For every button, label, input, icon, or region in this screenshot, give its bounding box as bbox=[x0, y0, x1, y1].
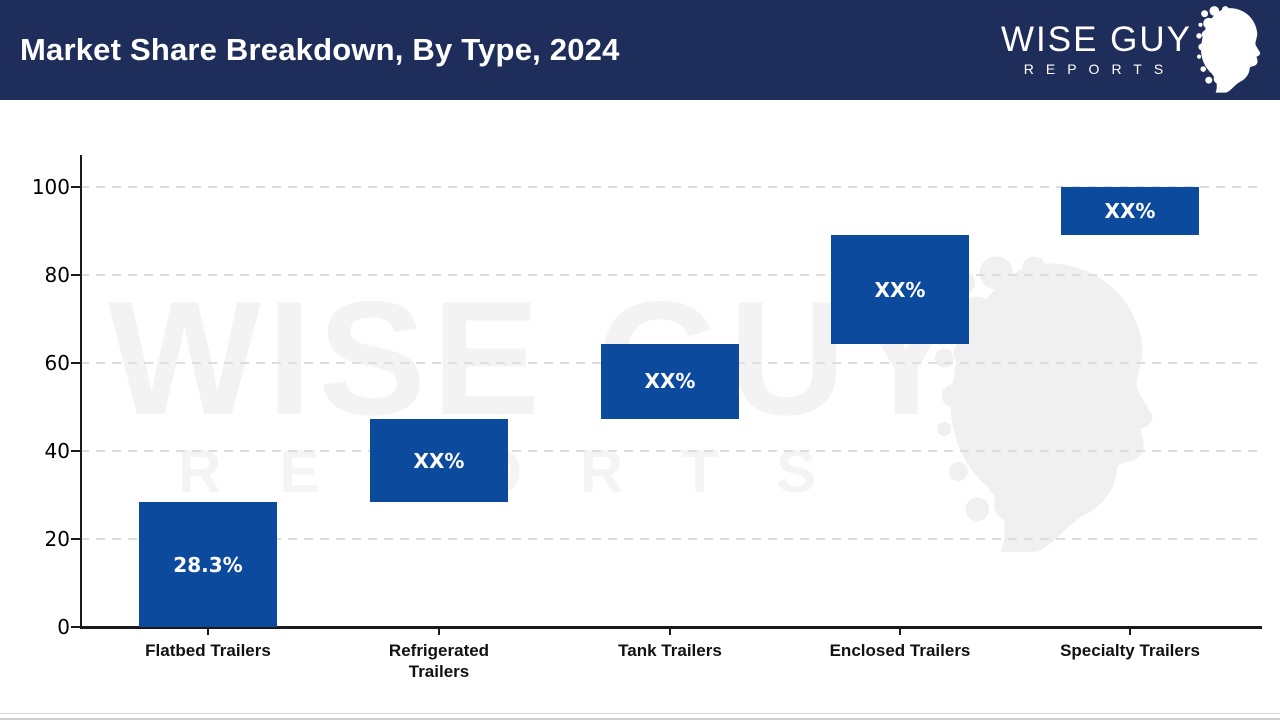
brand-head-icon bbox=[1196, 6, 1261, 93]
brand-logo-text: WISE GUY REPORTS bbox=[1001, 22, 1192, 77]
page-title: Market Share Breakdown, By Type, 2024 bbox=[20, 32, 620, 67]
x-axis-tick bbox=[1129, 629, 1131, 635]
bar-specialty-trailers: XX% bbox=[1061, 187, 1199, 235]
bar-value-label: XX% bbox=[644, 369, 696, 394]
bar-enclosed-trailers: XX% bbox=[831, 234, 969, 345]
y-tick-label: 100 bbox=[31, 175, 70, 199]
brand-subname: REPORTS bbox=[1023, 60, 1176, 77]
y-axis-line bbox=[80, 155, 82, 629]
brand-logo: WISE GUY REPORTS bbox=[1001, 4, 1272, 94]
chart-area: WISE GUY REPORTS 0 20 40 60 80 100 28.3% Flatbe… bbox=[0, 100, 1280, 713]
bottom-edge-line bbox=[0, 718, 1280, 720]
category-label: Tank Trailers bbox=[618, 641, 722, 660]
bar-value-label: XX% bbox=[413, 448, 465, 473]
category-label: Refrigerated Trailers bbox=[388, 641, 490, 682]
y-tick-label: 20 bbox=[44, 527, 70, 551]
y-axis-tick bbox=[71, 186, 80, 188]
x-axis-tick bbox=[899, 629, 901, 635]
category-label: Flatbed Trailers bbox=[145, 641, 271, 660]
gridline bbox=[80, 450, 1262, 452]
watermark-head-icon bbox=[934, 256, 1153, 552]
bar-value-label: 28.3% bbox=[173, 552, 243, 577]
bar-value-label: XX% bbox=[1104, 198, 1156, 223]
x-axis-tick bbox=[669, 629, 671, 635]
brand-name: WISE GUY bbox=[1000, 19, 1192, 59]
bar-flatbed-trailers: 28.3% bbox=[139, 502, 277, 627]
bottom-hairline bbox=[0, 713, 1280, 714]
gridline bbox=[80, 186, 1262, 188]
gridline bbox=[80, 538, 1262, 540]
y-axis-tick bbox=[71, 450, 80, 452]
category-label: Enclosed Trailers bbox=[829, 641, 971, 660]
y-tick-label: 60 bbox=[44, 351, 70, 375]
watermark-text: WISE GUY bbox=[108, 268, 967, 449]
x-axis-tick bbox=[207, 629, 209, 635]
y-axis-tick bbox=[71, 626, 80, 628]
y-axis-tick bbox=[71, 362, 80, 364]
y-tick-label: 0 bbox=[57, 615, 70, 639]
x-axis-tick bbox=[438, 629, 440, 635]
y-axis-tick bbox=[71, 274, 80, 276]
y-tick-label: 80 bbox=[44, 263, 70, 287]
header: Market Share Breakdown, By Type, 2024 WI… bbox=[0, 0, 1280, 100]
bar-refrigerated-trailers: XX% bbox=[370, 418, 508, 503]
gridline bbox=[80, 274, 1262, 276]
x-axis-line bbox=[80, 626, 1262, 629]
y-axis-tick bbox=[71, 538, 80, 540]
bar-tank-trailers: XX% bbox=[601, 344, 739, 419]
bar-value-label: XX% bbox=[874, 277, 926, 302]
category-label: Specialty Trailers bbox=[1060, 641, 1200, 660]
y-tick-label: 40 bbox=[44, 439, 70, 463]
